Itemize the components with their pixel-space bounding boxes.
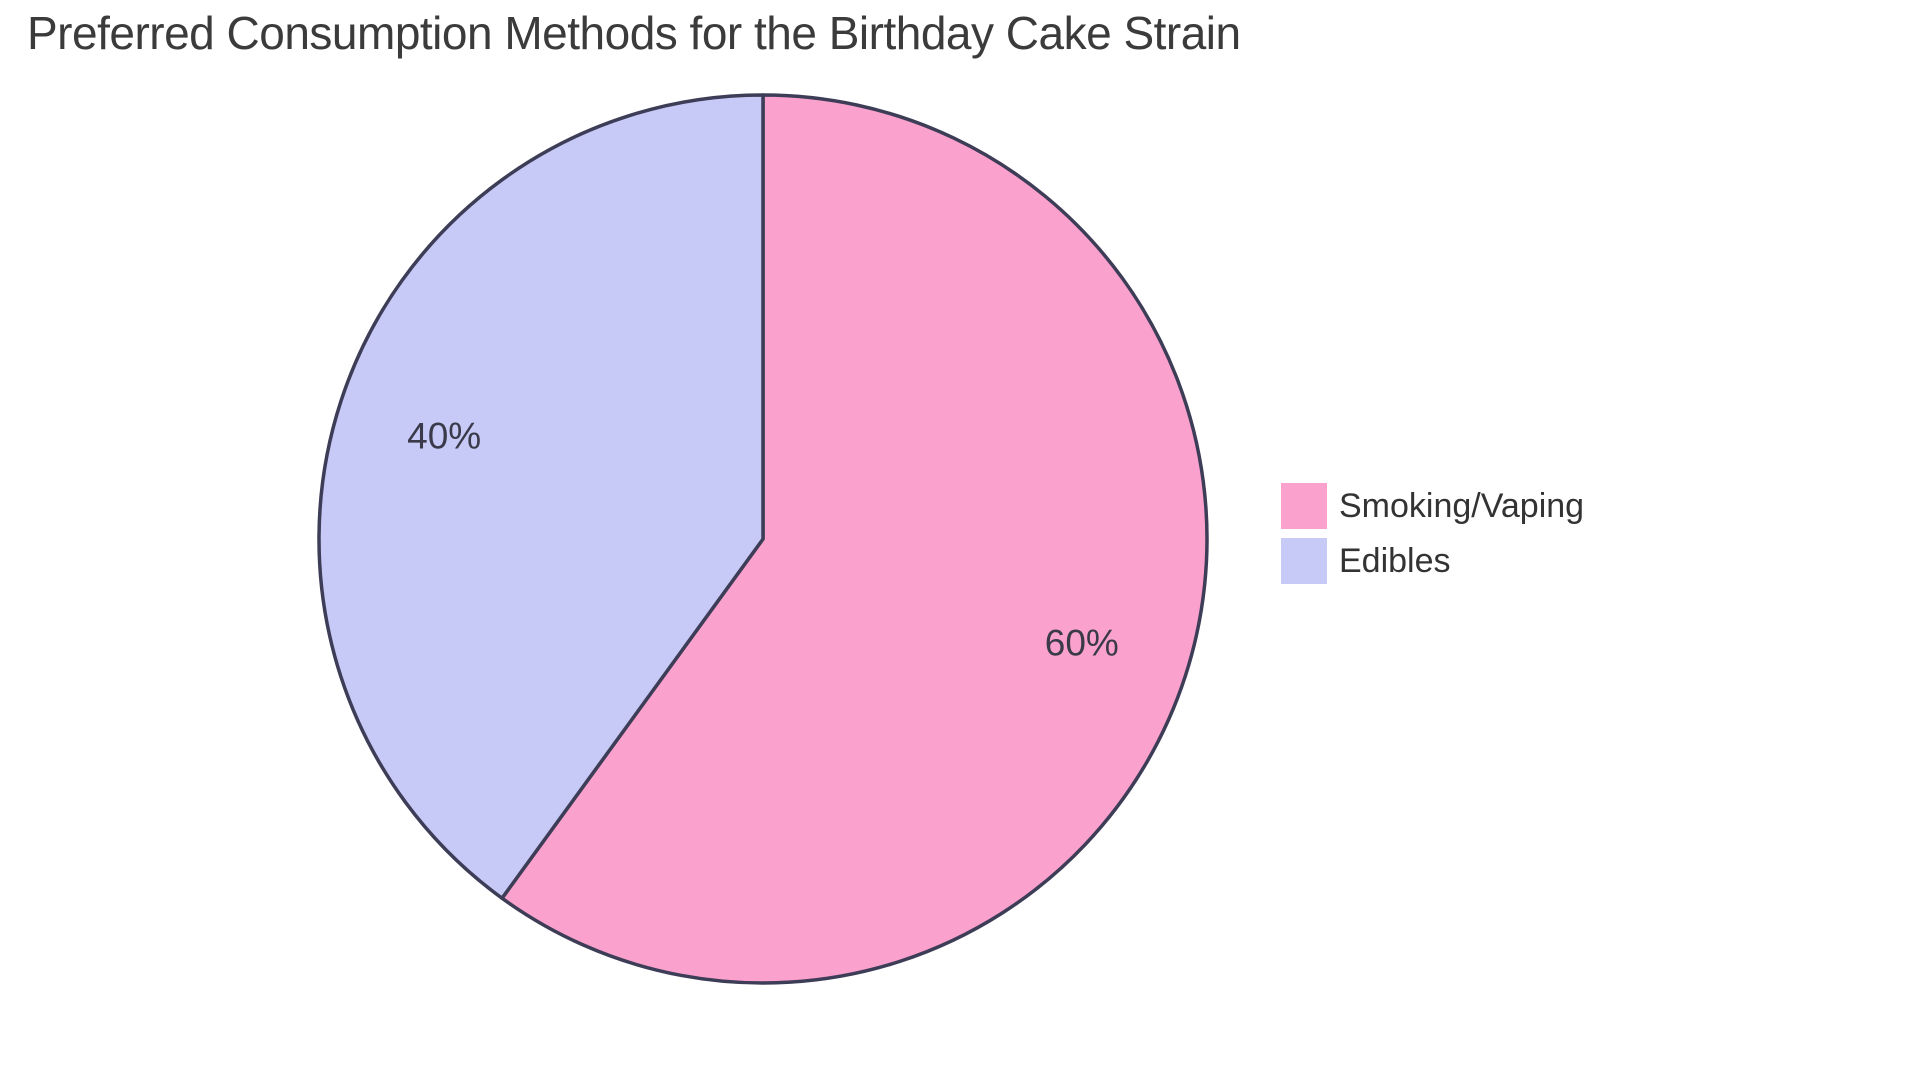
- pie-value-label-smoking-vaping: 60%: [1045, 623, 1119, 664]
- pie-slice-smoking-vaping: [500, 93, 1209, 985]
- legend: Smoking/Vaping Edibles: [1281, 483, 1584, 584]
- legend-label-edibles: Edibles: [1339, 541, 1451, 580]
- legend-swatch-smoking-vaping: [1281, 483, 1327, 529]
- chart-title: Preferred Consumption Methods for the Bi…: [27, 7, 1241, 59]
- legend-item-edibles: Edibles: [1281, 538, 1584, 584]
- pie-value-label-edibles: 40%: [407, 415, 481, 456]
- legend-item-smoking-vaping: Smoking/Vaping: [1281, 483, 1584, 529]
- pie-slice-edibles: [317, 93, 765, 900]
- legend-swatch-edibles: [1281, 538, 1327, 584]
- legend-label-smoking-vaping: Smoking/Vaping: [1339, 486, 1585, 525]
